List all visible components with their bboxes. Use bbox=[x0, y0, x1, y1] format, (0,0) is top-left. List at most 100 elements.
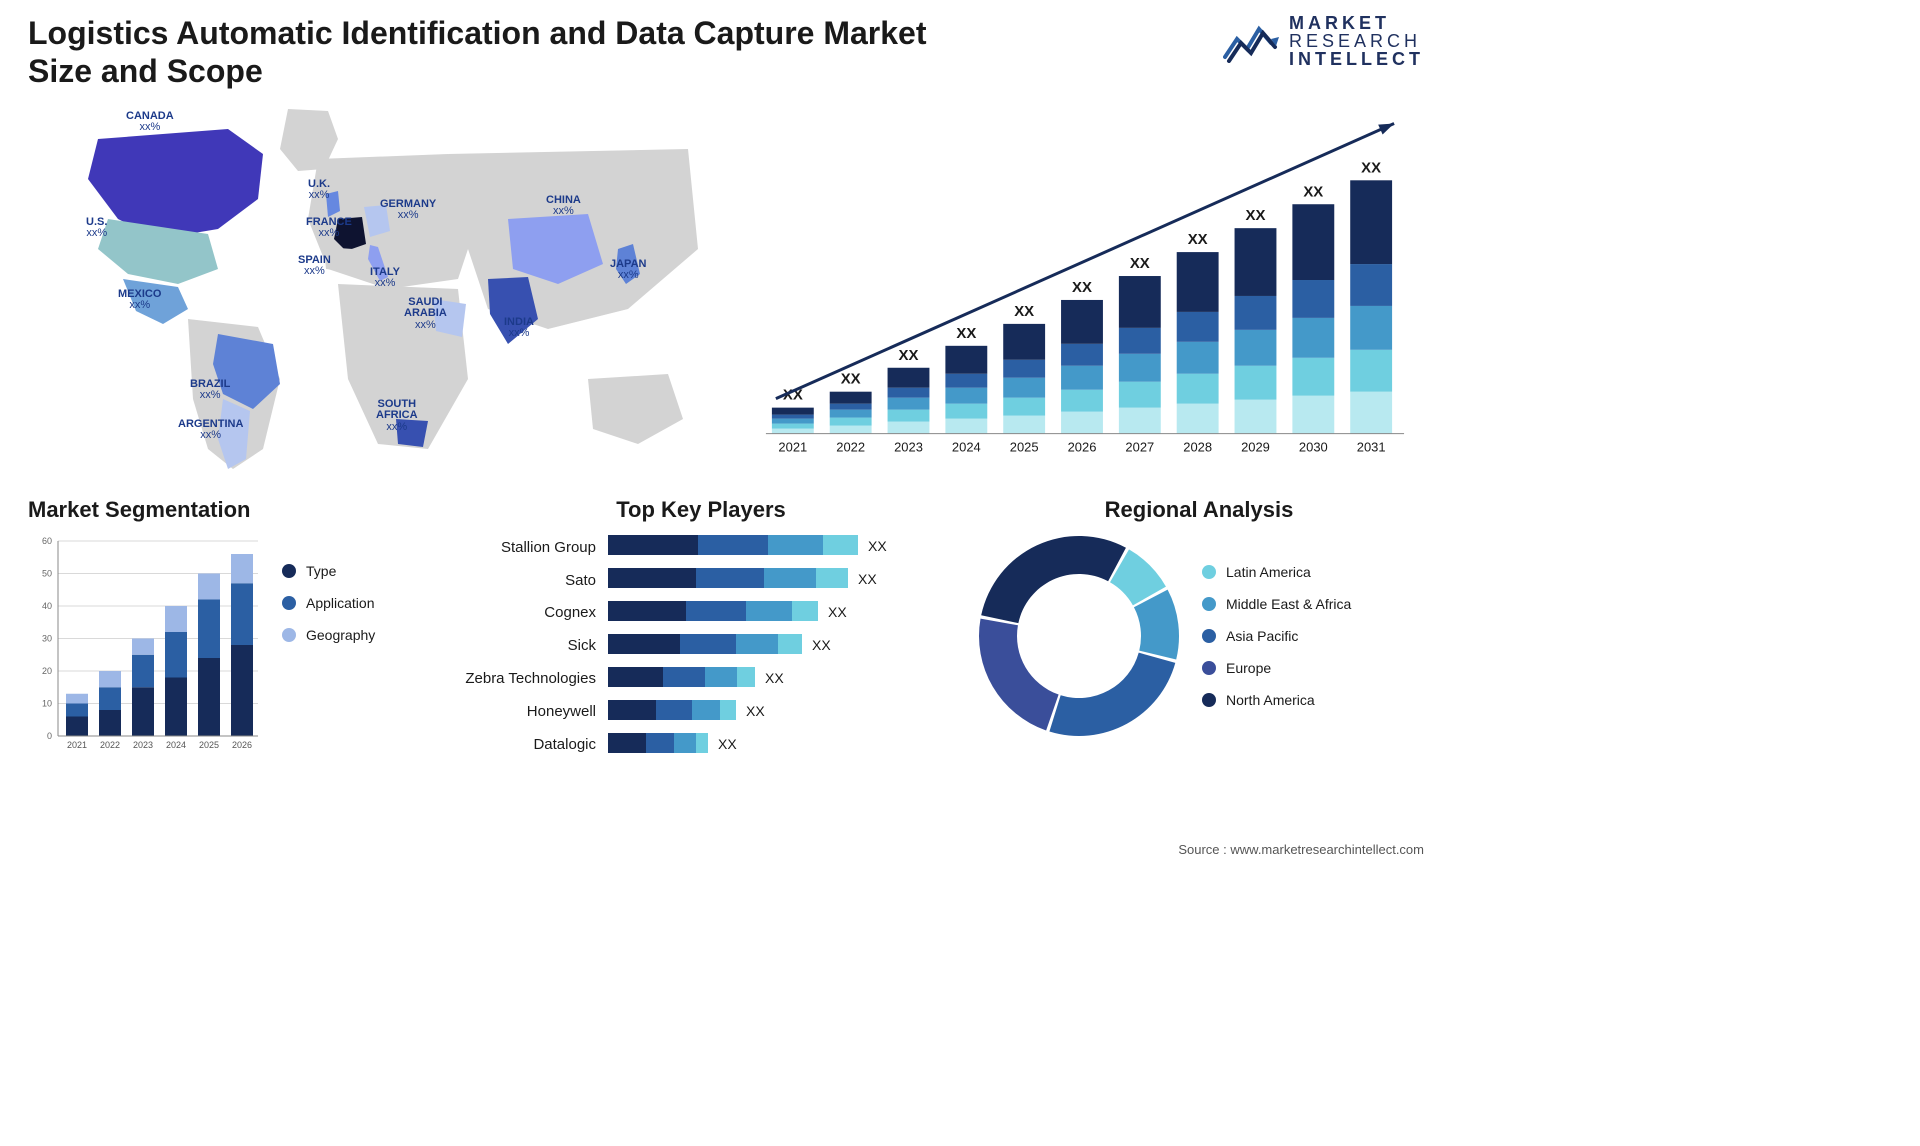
player-bar-seg bbox=[746, 601, 792, 621]
legend-swatch-icon bbox=[1202, 597, 1216, 611]
player-name: Sato bbox=[446, 572, 596, 589]
player-bar-seg bbox=[696, 568, 764, 588]
map-region-australia bbox=[588, 374, 683, 444]
forecast-year-label: 2021 bbox=[778, 439, 807, 454]
forecast-bar-seg bbox=[1177, 374, 1219, 404]
forecast-bar-label: XX bbox=[956, 325, 976, 342]
page-title: Logistics Automatic Identification and D… bbox=[28, 14, 928, 91]
forecast-chart-panel: XX2021XX2022XX2023XX2024XX2025XX2026XX20… bbox=[736, 99, 1424, 469]
map-label: FRANCExx% bbox=[306, 217, 352, 240]
legend-swatch-icon bbox=[1202, 565, 1216, 579]
legend-label: Middle East & Africa bbox=[1226, 596, 1351, 612]
map-label: U.K.xx% bbox=[308, 179, 330, 202]
forecast-bar-seg bbox=[1061, 344, 1103, 366]
regional-donut-chart bbox=[974, 531, 1184, 741]
forecast-bar-seg bbox=[1235, 366, 1277, 400]
seg-bar-seg bbox=[99, 671, 121, 687]
legend-swatch-icon bbox=[282, 596, 296, 610]
forecast-bar-seg bbox=[1061, 389, 1103, 411]
regional-title: Regional Analysis bbox=[974, 497, 1424, 523]
seg-bar-seg bbox=[99, 710, 121, 736]
seg-year-label: 2022 bbox=[100, 740, 120, 750]
map-label: ARGENTINAxx% bbox=[178, 419, 243, 442]
player-bar-seg bbox=[692, 700, 720, 720]
forecast-bar-seg bbox=[1177, 312, 1219, 342]
forecast-bar-label: XX bbox=[1188, 231, 1208, 248]
seg-bar-seg bbox=[198, 573, 220, 599]
forecast-bar-seg bbox=[830, 391, 872, 403]
seg-bar-seg bbox=[165, 632, 187, 678]
player-name: Cognex bbox=[446, 604, 596, 621]
forecast-bar-seg bbox=[772, 418, 814, 423]
player-bar-seg bbox=[823, 535, 858, 555]
forecast-bar-seg bbox=[888, 368, 930, 388]
logo-line-3: INTELLECT bbox=[1289, 50, 1424, 68]
world-map-panel: CANADAxx%U.S.xx%MEXICOxx%BRAZILxx%ARGENT… bbox=[28, 99, 708, 479]
seg-bar-seg bbox=[198, 599, 220, 658]
map-label: U.S.xx% bbox=[86, 217, 107, 240]
forecast-bar-label: XX bbox=[1072, 279, 1092, 296]
svg-text:40: 40 bbox=[42, 601, 52, 611]
logo-line-2: RESEARCH bbox=[1289, 32, 1424, 50]
player-value-label: XX bbox=[765, 670, 784, 686]
forecast-bar-seg bbox=[945, 387, 987, 403]
forecast-year-label: 2023 bbox=[894, 439, 923, 454]
legend-item: Middle East & Africa bbox=[1202, 596, 1351, 612]
seg-bar-seg bbox=[132, 655, 154, 688]
seg-bar-seg bbox=[132, 687, 154, 736]
forecast-bar-seg bbox=[1292, 318, 1334, 358]
forecast-year-label: 2022 bbox=[836, 439, 865, 454]
svg-text:60: 60 bbox=[42, 536, 52, 546]
player-bar-seg bbox=[816, 568, 848, 588]
legend-item: Type bbox=[282, 563, 375, 579]
player-bar-seg bbox=[608, 634, 680, 654]
seg-bar-seg bbox=[66, 703, 88, 716]
svg-text:10: 10 bbox=[42, 698, 52, 708]
player-value-label: XX bbox=[718, 736, 737, 752]
forecast-bar-seg bbox=[1292, 395, 1334, 433]
legend-item: Application bbox=[282, 595, 375, 611]
forecast-bar-seg bbox=[1292, 280, 1334, 318]
forecast-year-label: 2024 bbox=[952, 439, 981, 454]
forecast-bar-seg bbox=[1177, 403, 1219, 433]
seg-year-label: 2025 bbox=[199, 740, 219, 750]
segmentation-legend: Type Application Geography bbox=[282, 531, 375, 761]
regional-panel: Regional Analysis Latin AmericaMiddle Ea… bbox=[974, 497, 1424, 761]
forecast-bar-seg bbox=[945, 418, 987, 433]
forecast-year-label: 2027 bbox=[1125, 439, 1154, 454]
legend-item: Europe bbox=[1202, 660, 1351, 676]
forecast-bar-seg bbox=[1061, 411, 1103, 433]
forecast-bar-seg bbox=[888, 387, 930, 397]
legend-label: Asia Pacific bbox=[1226, 628, 1298, 644]
key-players-panel: Top Key Players Stallion GroupSatoCognex… bbox=[446, 497, 956, 761]
map-label: ITALYxx% bbox=[370, 267, 400, 290]
player-bar-seg bbox=[737, 667, 755, 687]
seg-bar-seg bbox=[132, 638, 154, 654]
forecast-bar-label: XX bbox=[1361, 159, 1381, 176]
forecast-year-label: 2029 bbox=[1241, 439, 1270, 454]
players-hbar-chart: XXXXXXXXXXXXXX bbox=[608, 531, 948, 761]
player-bar-seg bbox=[768, 535, 823, 555]
player-bar-seg bbox=[608, 667, 663, 687]
forecast-bar-seg bbox=[1119, 328, 1161, 354]
forecast-bar-seg bbox=[772, 414, 814, 418]
player-bar-seg bbox=[764, 568, 816, 588]
forecast-bar-seg bbox=[830, 417, 872, 425]
legend-item: Geography bbox=[282, 627, 375, 643]
forecast-bar-seg bbox=[1119, 354, 1161, 382]
player-bar-seg bbox=[720, 700, 736, 720]
forecast-bar-seg bbox=[830, 403, 872, 409]
player-bar-seg bbox=[608, 568, 696, 588]
player-bar-seg bbox=[736, 634, 778, 654]
forecast-bar-seg bbox=[1003, 360, 1045, 378]
player-value-label: XX bbox=[828, 604, 847, 620]
seg-bar-seg bbox=[231, 554, 253, 583]
forecast-bar-seg bbox=[1350, 306, 1392, 350]
segmentation-panel: Market Segmentation 01020304050602021202… bbox=[28, 497, 428, 761]
logo-line-1: MARKET bbox=[1289, 14, 1424, 32]
map-label: CANADAxx% bbox=[126, 111, 174, 134]
forecast-bar-seg bbox=[888, 421, 930, 433]
regional-legend: Latin AmericaMiddle East & AfricaAsia Pa… bbox=[1202, 564, 1351, 708]
player-bar-seg bbox=[656, 700, 692, 720]
player-name: Sick bbox=[446, 637, 596, 654]
